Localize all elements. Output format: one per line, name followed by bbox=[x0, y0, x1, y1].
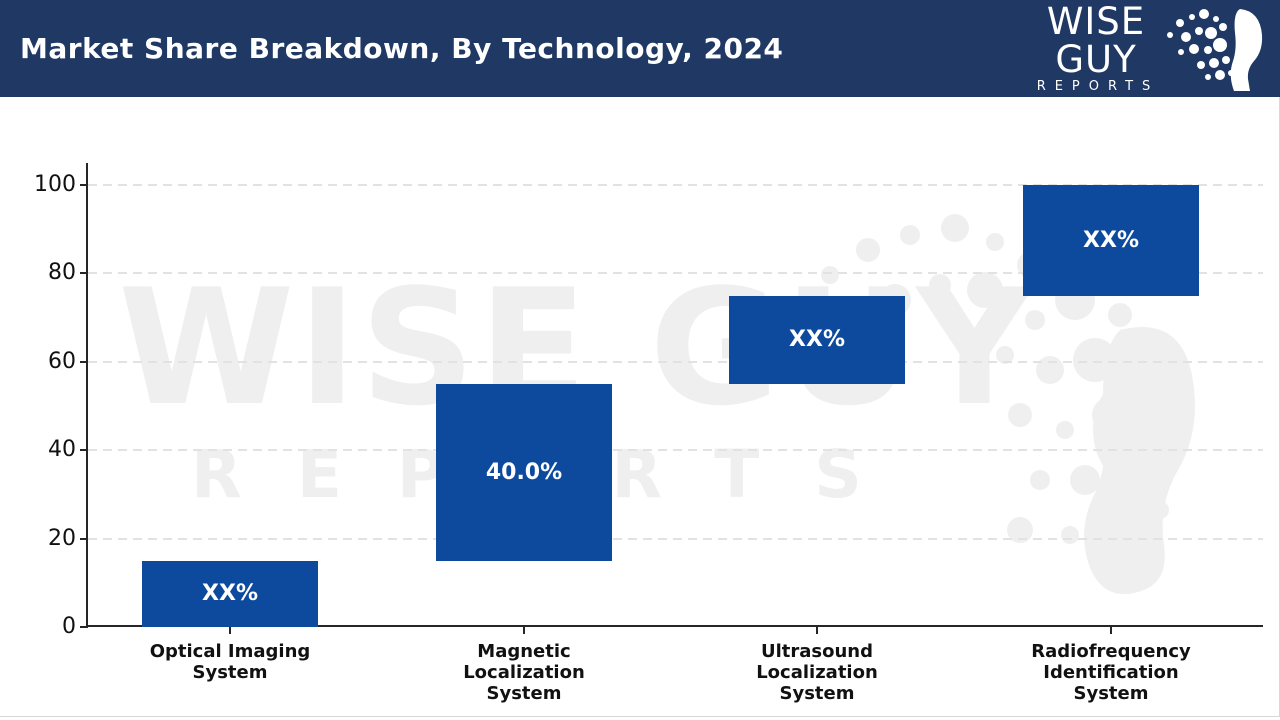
y-tick-label: 20 bbox=[48, 525, 76, 551]
y-gridline bbox=[88, 537, 1263, 540]
x-tick-mark bbox=[523, 627, 525, 634]
category-label: Optical Imaging System bbox=[149, 641, 311, 683]
bar-value-label: XX% bbox=[789, 327, 845, 353]
header-bar: Market Share Breakdown, By Technology, 2… bbox=[0, 0, 1280, 97]
category-label: Magnetic Localization System bbox=[463, 641, 585, 704]
brand-logo-sub: REPORTS bbox=[1036, 79, 1160, 94]
x-tick-mark bbox=[816, 627, 818, 634]
chart-title: Market Share Breakdown, By Technology, 2… bbox=[20, 32, 784, 65]
y-tick-label: 80 bbox=[48, 260, 76, 286]
bar-segment: XX% bbox=[729, 295, 905, 384]
y-tick-mark bbox=[80, 537, 88, 540]
y-tick-label: 40 bbox=[48, 437, 76, 463]
x-axis-line bbox=[86, 625, 1263, 627]
y-tick-mark bbox=[80, 184, 88, 186]
y-gridline bbox=[88, 449, 1263, 452]
y-gridline bbox=[88, 184, 1263, 186]
x-tick-mark bbox=[229, 627, 231, 634]
y-tick-mark bbox=[80, 626, 88, 628]
y-gridline bbox=[88, 272, 1263, 275]
bar-value-label: XX% bbox=[202, 581, 258, 607]
plot-area: 0 20 40 60 80 100 XX% Optical Imaging System 40.… bbox=[0, 97, 1280, 716]
bar-value-label: 40.0% bbox=[485, 459, 563, 485]
y-tick-label: 60 bbox=[48, 348, 76, 374]
y-tick-mark bbox=[80, 360, 88, 363]
brand-logo-face-icon bbox=[1167, 9, 1263, 91]
y-axis-line bbox=[86, 163, 88, 627]
y-gridline bbox=[88, 360, 1263, 363]
y-tick-label: 100 bbox=[34, 172, 76, 197]
brand-logo-name: WISE GUY bbox=[1046, 0, 1146, 81]
category-label: Ultrasound Localization System bbox=[756, 641, 878, 704]
brand-logo: WISE GUY REPORTS bbox=[1006, 3, 1266, 95]
y-tick-mark bbox=[80, 272, 88, 275]
y-tick-label: 0 bbox=[62, 614, 76, 639]
y-tick-mark bbox=[80, 449, 88, 452]
bar-segment: XX% bbox=[1023, 185, 1199, 296]
x-tick-mark bbox=[1110, 627, 1112, 634]
category-label: Radiofrequency Identification System bbox=[1031, 641, 1191, 704]
bottom-border-line bbox=[0, 716, 1280, 717]
brand-logo-text: WISE GUY REPORTS bbox=[1006, 3, 1186, 95]
bar-value-label: XX% bbox=[1083, 227, 1139, 253]
bar-segment: 40.0% bbox=[436, 383, 612, 561]
bar-segment: XX% bbox=[142, 560, 318, 627]
